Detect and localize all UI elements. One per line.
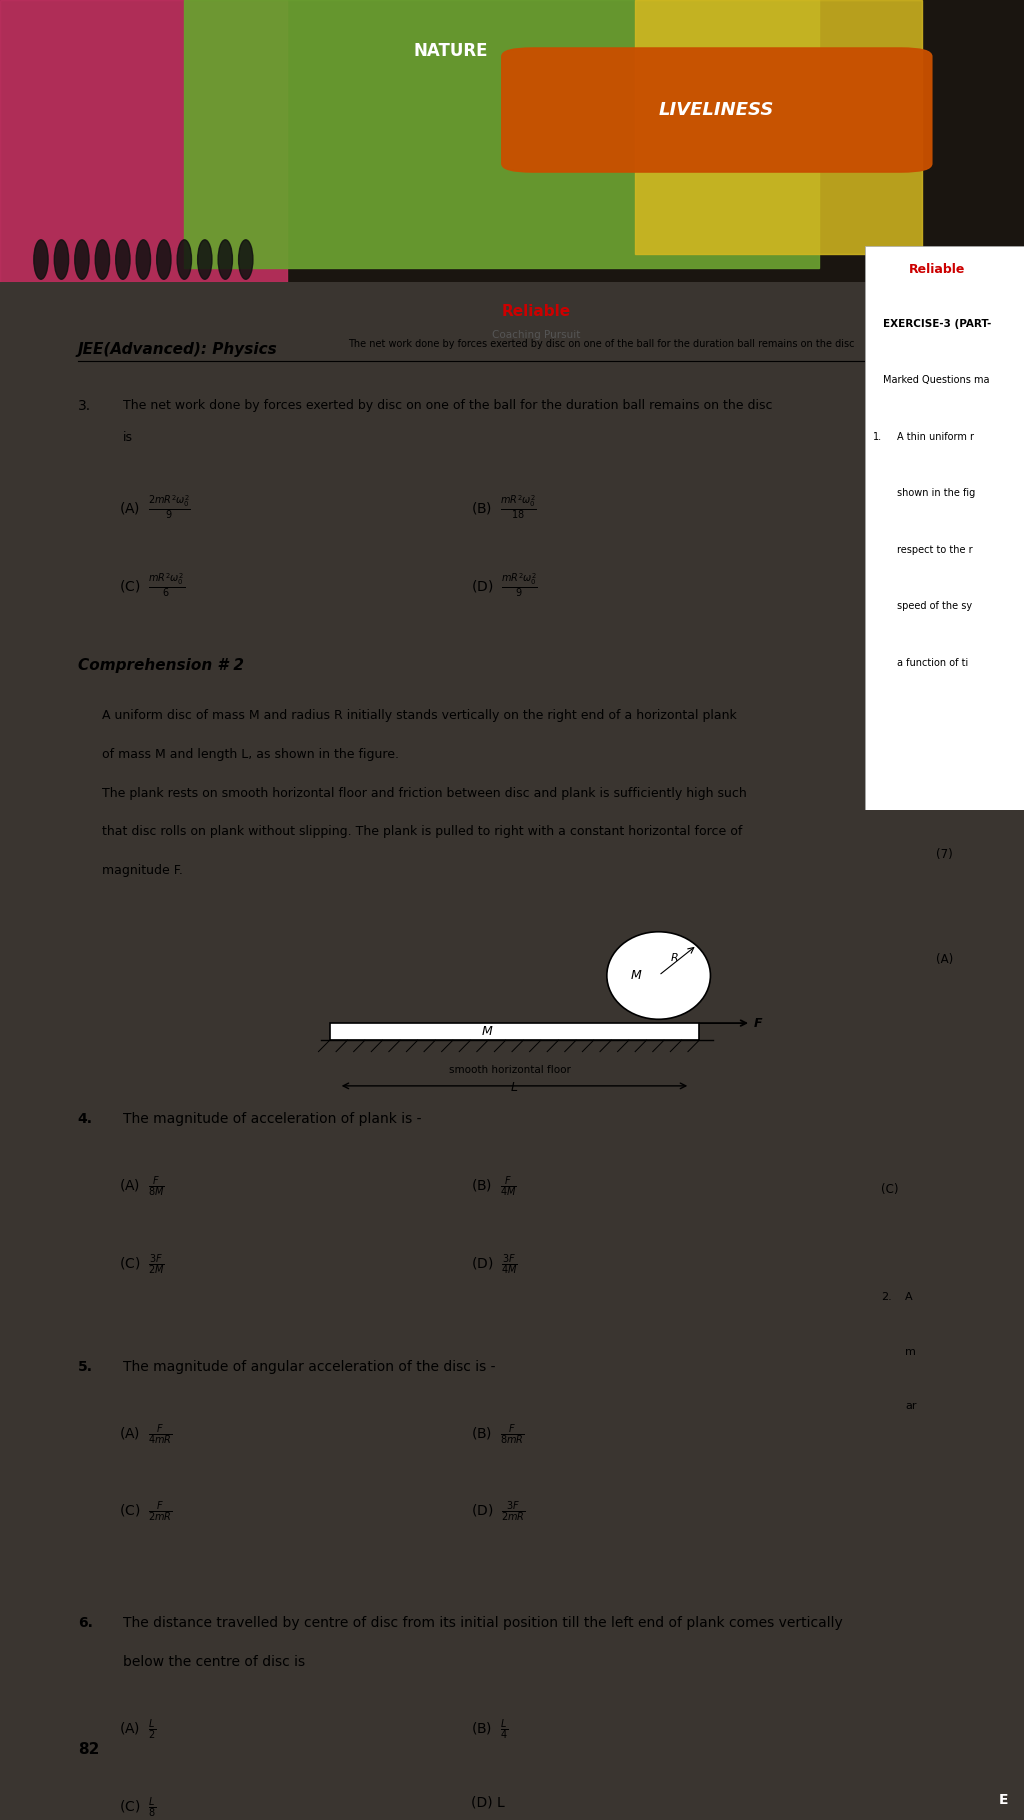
Text: (7): (7) — [936, 848, 953, 861]
Text: (D) L: (D) L — [471, 1795, 505, 1809]
Ellipse shape — [54, 240, 69, 278]
Text: Reliable: Reliable — [908, 262, 965, 275]
Text: magnitude F.: magnitude F. — [102, 864, 183, 877]
Text: shown in the fig: shown in the fig — [897, 488, 975, 499]
Text: 2.: 2. — [881, 1292, 892, 1301]
Text: m: m — [905, 1347, 915, 1356]
Text: The plank rests on smooth horizontal floor and friction between disc and plank i: The plank rests on smooth horizontal flo… — [102, 786, 748, 799]
Text: (A)  $\frac{2mR^2\omega_0^2}{9}$: (A) $\frac{2mR^2\omega_0^2}{9}$ — [119, 493, 190, 521]
Text: .com: .com — [966, 249, 993, 260]
Text: A: A — [905, 1292, 912, 1301]
Text: a function of ti: a function of ti — [897, 657, 969, 668]
Text: M: M — [631, 968, 641, 983]
Text: The magnitude of angular acceleration of the disc is -: The magnitude of angular acceleration of… — [123, 1360, 496, 1374]
Text: M: M — [482, 1025, 493, 1037]
Text: (D)  $\frac{3F}{4M}$: (D) $\frac{3F}{4M}$ — [471, 1252, 518, 1276]
FancyBboxPatch shape — [502, 47, 932, 173]
Text: EXERCISE-3 (PART-: EXERCISE-3 (PART- — [883, 318, 991, 329]
Text: (C)  $\frac{L}{8}$: (C) $\frac{L}{8}$ — [119, 1795, 157, 1820]
Text: 5.: 5. — [78, 1360, 93, 1374]
Text: (C)  $\frac{3F}{2M}$: (C) $\frac{3F}{2M}$ — [119, 1252, 165, 1276]
Text: is: is — [123, 431, 133, 444]
Text: F: F — [754, 1017, 762, 1030]
Text: 82: 82 — [78, 1742, 99, 1756]
Text: (B)  $\frac{F}{4M}$: (B) $\frac{F}{4M}$ — [471, 1174, 517, 1199]
Text: (A): (A) — [936, 954, 953, 966]
Text: NATURE: NATURE — [414, 42, 487, 60]
Text: below the centre of disc is: below the centre of disc is — [123, 1654, 305, 1669]
Text: Comprehension # 2: Comprehension # 2 — [78, 659, 244, 673]
Ellipse shape — [136, 240, 151, 278]
Text: Reliable: Reliable — [502, 304, 571, 320]
Text: (A)  $\frac{F}{8M}$: (A) $\frac{F}{8M}$ — [119, 1174, 165, 1199]
Text: (B)  $\frac{L}{4}$: (B) $\frac{L}{4}$ — [471, 1718, 508, 1742]
Ellipse shape — [177, 240, 191, 278]
Text: L: L — [511, 1081, 518, 1094]
Text: E: E — [999, 1793, 1009, 1807]
Text: 1.: 1. — [873, 431, 883, 442]
Ellipse shape — [75, 240, 89, 278]
Text: 4.: 4. — [78, 1112, 93, 1127]
Text: 6.: 6. — [78, 1616, 93, 1631]
Ellipse shape — [157, 240, 171, 278]
Ellipse shape — [116, 240, 130, 278]
Bar — [184, 0, 819, 268]
Text: Coaching Pursuit: Coaching Pursuit — [493, 329, 581, 340]
Circle shape — [607, 932, 711, 1019]
Text: (A)  $\frac{F}{4mR}$: (A) $\frac{F}{4mR}$ — [119, 1421, 172, 1447]
Ellipse shape — [95, 240, 110, 278]
Text: speed of the sy: speed of the sy — [897, 601, 972, 612]
Text: smooth horizontal floor: smooth horizontal floor — [449, 1065, 571, 1076]
Text: respect to the r: respect to the r — [897, 544, 973, 555]
Text: (C)  $\frac{mR^2\omega_0^2}{6}$: (C) $\frac{mR^2\omega_0^2}{6}$ — [119, 571, 184, 599]
Text: R: R — [671, 954, 678, 963]
Bar — [635, 0, 922, 255]
Ellipse shape — [198, 240, 212, 278]
Ellipse shape — [239, 240, 253, 278]
Text: 3.: 3. — [78, 399, 91, 413]
Text: JEE(Advanced): Physics: JEE(Advanced): Physics — [78, 342, 278, 357]
Text: Marked Questions ma: Marked Questions ma — [884, 375, 990, 386]
Text: of mass M and length L, as shown in the figure.: of mass M and length L, as shown in the … — [102, 748, 399, 761]
Text: A thin uniform r: A thin uniform r — [897, 431, 974, 442]
Text: A uniform disc of mass M and radius R initially stands vertically on the right e: A uniform disc of mass M and radius R in… — [102, 710, 737, 723]
Ellipse shape — [218, 240, 232, 278]
Text: The magnitude of acceleration of plank is -: The magnitude of acceleration of plank i… — [123, 1112, 422, 1127]
Text: LIVELINESS: LIVELINESS — [659, 102, 774, 118]
Text: (C): (C) — [881, 1183, 899, 1196]
Text: (B)  $\frac{F}{8mR}$: (B) $\frac{F}{8mR}$ — [471, 1421, 524, 1447]
Text: The distance travelled by centre of disc from its initial position till the left: The distance travelled by centre of disc… — [123, 1616, 843, 1631]
Text: (C)  $\frac{F}{2mR}$: (C) $\frac{F}{2mR}$ — [119, 1500, 172, 1523]
Text: (B)  $\frac{mR^2\omega_0^2}{18}$: (B) $\frac{mR^2\omega_0^2}{18}$ — [471, 493, 537, 521]
Ellipse shape — [34, 240, 48, 278]
Text: (D)  $\frac{mR^2\omega_0^2}{9}$: (D) $\frac{mR^2\omega_0^2}{9}$ — [471, 571, 538, 599]
Text: (A)  $\frac{L}{2}$: (A) $\frac{L}{2}$ — [119, 1718, 156, 1742]
Bar — [330, 1023, 699, 1041]
Text: (D)  $\frac{3F}{2mR}$: (D) $\frac{3F}{2mR}$ — [471, 1500, 525, 1523]
Bar — [0, 0, 287, 282]
Text: The net work done by forces exerted by disc on one of the ball for the duration : The net work done by forces exerted by d… — [123, 399, 772, 411]
Text: ar: ar — [905, 1401, 916, 1410]
Text: that disc rolls on plank without slipping. The plank is pulled to right with a c: that disc rolls on plank without slippin… — [102, 824, 742, 839]
Text: The net work done by forces exerted by disc on one of the ball for the duration : The net work done by forces exerted by d… — [348, 339, 855, 349]
